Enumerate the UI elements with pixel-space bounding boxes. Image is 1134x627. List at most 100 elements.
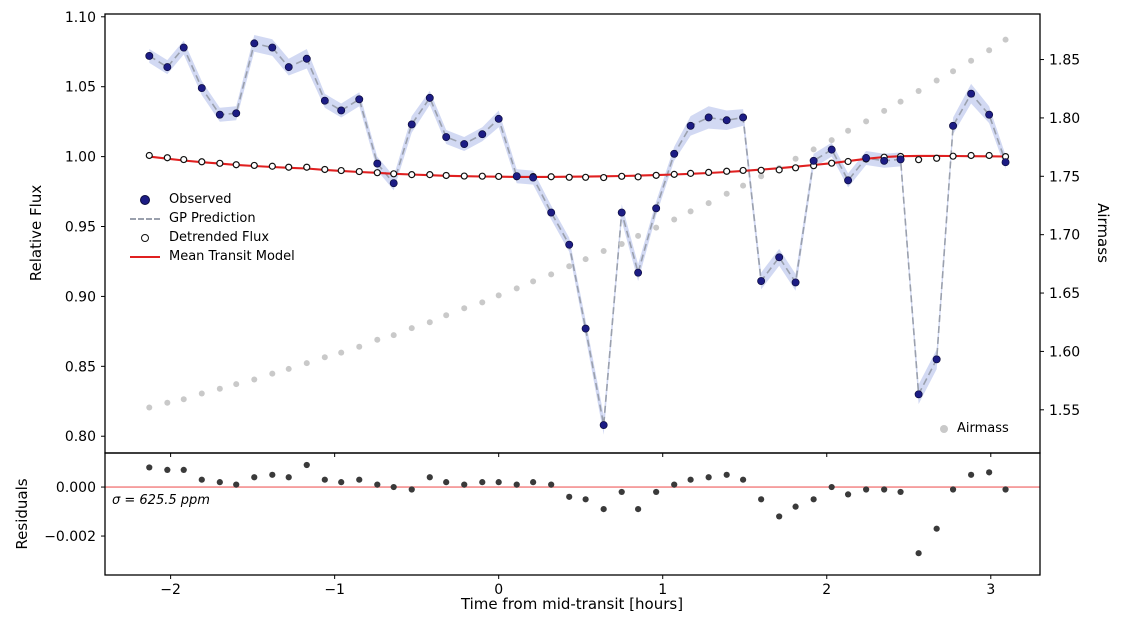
residual-point <box>881 486 888 493</box>
residual-point <box>723 471 730 478</box>
residual-point <box>285 474 292 481</box>
airmass-point <box>828 137 835 144</box>
detrended-flux-point <box>285 163 293 171</box>
observed-point <box>320 96 329 105</box>
detrended-flux-point <box>967 151 975 160</box>
legend-item-gp-prediction: GP Prediction <box>128 211 295 226</box>
residual-point <box>986 469 993 476</box>
observed-point <box>337 106 346 115</box>
airmass-tick-label: 1.70 <box>1049 228 1080 244</box>
observed-point <box>809 156 818 165</box>
airmass-point <box>461 305 468 312</box>
airmass-tick-label: 1.75 <box>1049 169 1080 185</box>
detrended-flux-point <box>268 162 276 170</box>
airmass-point <box>269 370 276 377</box>
detrended-flux-point <box>250 161 258 170</box>
airmass-marker-icon <box>940 424 948 433</box>
residual-point <box>530 479 537 486</box>
sigma-annotation: σ = 625.5 ppm <box>112 493 210 508</box>
airmass-tick-label: 1.60 <box>1049 344 1080 360</box>
observed-point <box>197 84 206 93</box>
airmass-point <box>950 68 957 75</box>
airmass-point <box>600 248 607 255</box>
observed-point <box>949 121 958 130</box>
airmass-point <box>1002 36 1009 43</box>
residual-point <box>897 488 904 496</box>
detrended-flux-point <box>828 159 836 167</box>
residual-point <box>269 471 276 478</box>
detrended-flux-point <box>582 173 590 181</box>
residual-point <box>844 491 852 498</box>
detrended-flux-point <box>495 172 503 181</box>
airmass-point <box>356 343 363 350</box>
residual-point <box>233 481 240 488</box>
airmass-point <box>495 292 502 299</box>
observed-point <box>757 277 766 285</box>
detrended-flux-point <box>321 165 329 174</box>
airmass-point <box>618 241 625 248</box>
residual-point <box>426 474 433 481</box>
observed-point <box>686 121 695 130</box>
airmass-point <box>180 396 187 403</box>
airmass-point <box>687 208 694 215</box>
observed-point <box>967 89 976 98</box>
x-tick-label: 0 <box>494 582 503 598</box>
airmass-point <box>408 325 415 332</box>
airmass-point <box>285 365 292 372</box>
detrended-flux-point <box>933 154 941 162</box>
x-tick-label: −2 <box>160 582 181 598</box>
airmass-point <box>653 224 660 231</box>
observed-point <box>722 116 731 125</box>
residual-point <box>338 479 345 486</box>
x-axis-label: Time from mid-transit [hours] <box>460 595 684 613</box>
airmass-point <box>426 319 433 326</box>
residual-point <box>671 481 678 488</box>
airmass-tick-label: 1.55 <box>1049 403 1080 419</box>
residual-point <box>810 496 817 503</box>
observed-point <box>407 120 416 129</box>
observed-point <box>250 39 259 48</box>
observed-point <box>478 130 487 139</box>
airmass-point <box>845 127 852 134</box>
detrended-flux-point <box>687 169 695 177</box>
airmass-point <box>897 98 904 105</box>
residual-point <box>618 488 625 496</box>
y-tick-label: 1.10 <box>65 10 96 26</box>
residual-point <box>566 493 573 500</box>
residual-point <box>635 506 642 513</box>
residual-point <box>461 481 468 488</box>
y-tick-label: 1.00 <box>65 150 96 166</box>
airmass-legend: Airmass <box>940 421 1009 436</box>
residual-point <box>479 479 486 486</box>
airmass-point <box>548 271 555 278</box>
open-circle-marker-icon <box>128 233 162 242</box>
observed-point <box>145 51 154 60</box>
residual-point <box>739 476 747 483</box>
residual-point <box>356 476 363 483</box>
observed-point <box>529 173 538 182</box>
detrended-flux-point <box>705 168 713 177</box>
residual-point <box>321 476 328 483</box>
airmass-point <box>164 399 171 406</box>
legend-item-observed: Observed <box>128 192 295 207</box>
residual-point <box>180 466 187 474</box>
detrended-flux-point <box>180 155 188 164</box>
airmass-tick-label: 1.80 <box>1049 111 1080 127</box>
red-line-marker-icon <box>128 255 162 258</box>
x-tick-label: −1 <box>324 582 345 598</box>
airmass-point <box>198 390 205 397</box>
detrended-flux-point <box>791 164 800 172</box>
residual-point <box>495 479 502 486</box>
airmass-point <box>635 232 642 239</box>
observed-point <box>880 156 889 165</box>
residual-point <box>303 461 310 469</box>
airmass-tick-label: 1.65 <box>1049 286 1080 302</box>
detrended-flux-point <box>652 171 660 179</box>
observed-point <box>775 253 784 262</box>
airmass-point <box>758 173 765 180</box>
observed-point <box>302 54 311 63</box>
airmass-point <box>582 256 589 263</box>
airmass-point <box>374 336 381 343</box>
observed-point <box>791 278 800 287</box>
detrended-flux-point <box>775 166 783 174</box>
